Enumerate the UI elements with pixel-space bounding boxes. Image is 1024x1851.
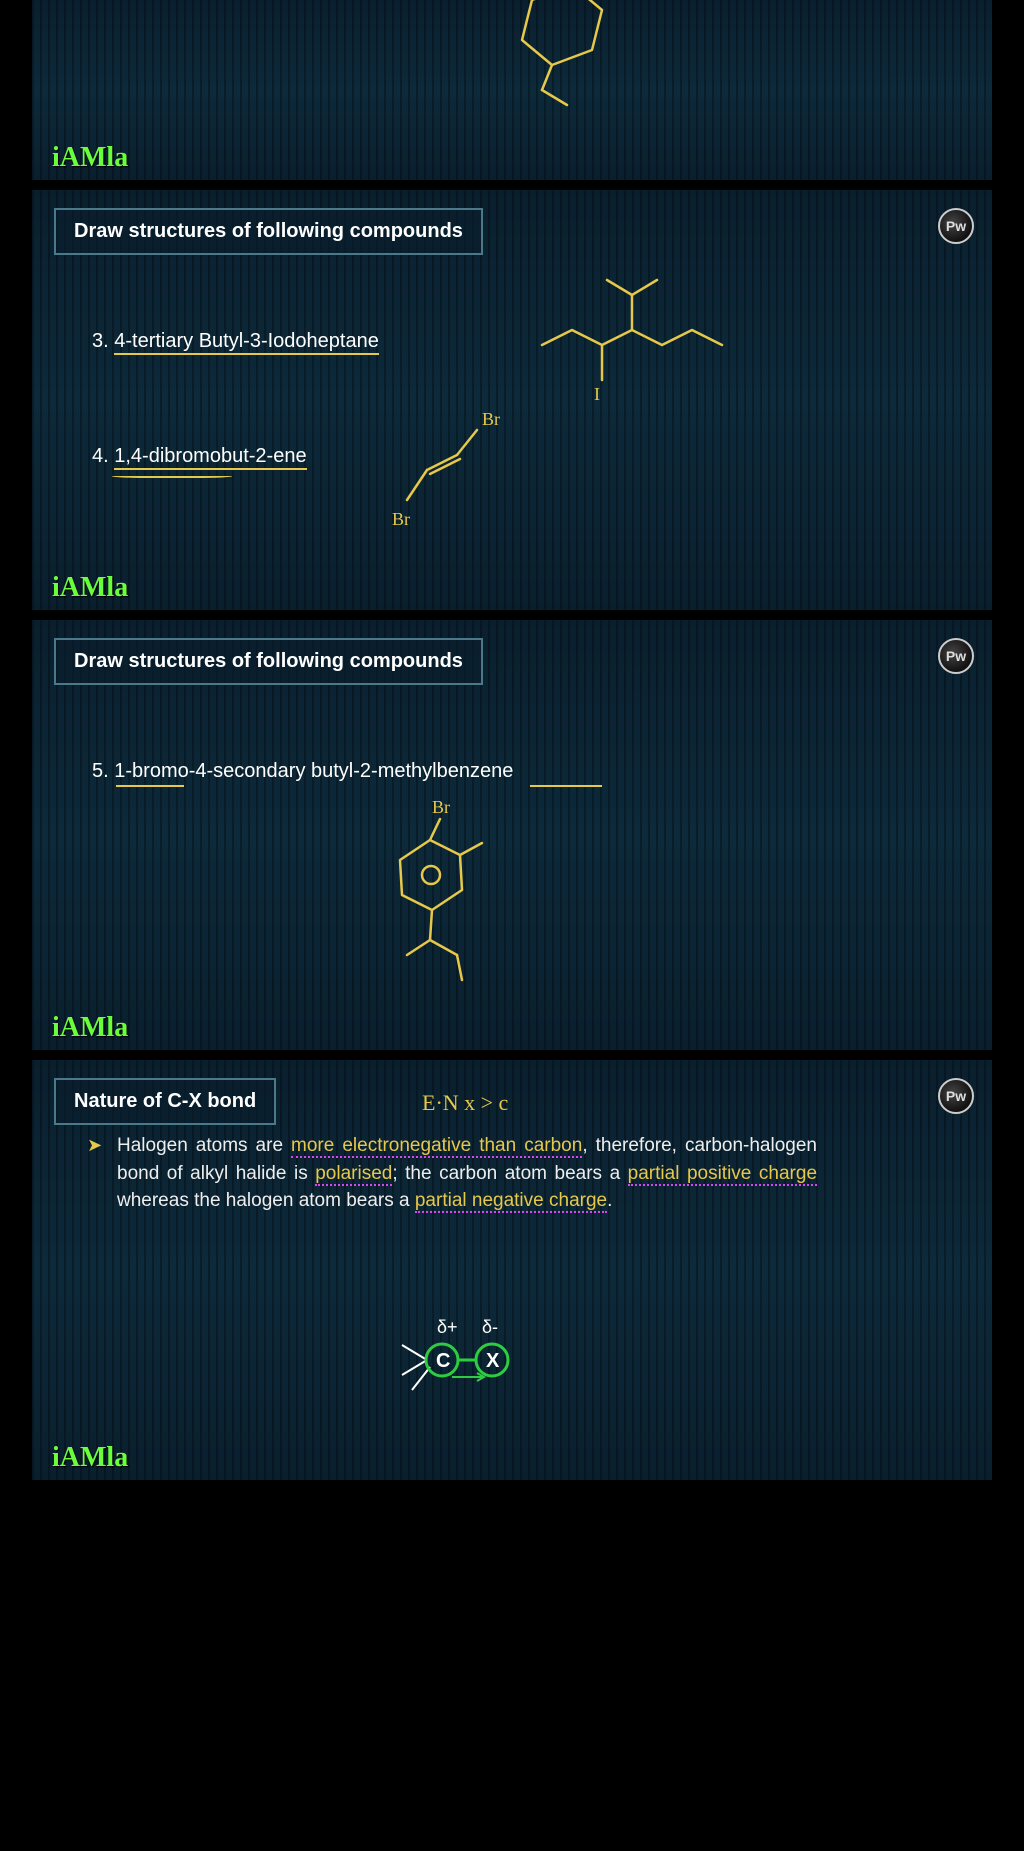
item-5-num: 5. (92, 760, 109, 782)
underline-benzene (530, 785, 602, 787)
cx-bond-diagram: δ+ δ- C X (382, 1315, 582, 1415)
graffiti-logo: iAMla (52, 1442, 128, 1474)
structure-4: Br Br (382, 405, 562, 555)
item-4: 4. 1,4-dibromobut-2-ene (92, 445, 307, 468)
atom-c-label: C (436, 1350, 450, 1372)
bullet-arrow-icon: ➤ (87, 1135, 102, 1156)
atom-br: Br (432, 797, 450, 817)
item-5-text: 1-bromo-4-secondary butyl-2-methylbenzen… (114, 760, 513, 782)
body-paragraph: Halogen atoms are more electronegative t… (117, 1132, 817, 1215)
electronegativity-note: E·N x > c (422, 1090, 508, 1116)
item-5: 5. 1-bromo-4-secondary butyl-2-methylben… (92, 760, 513, 783)
cyclohexane-structure (492, 0, 652, 140)
slide-partial-top: iAMla (32, 0, 992, 180)
pw-logo-icon: Pw (938, 1078, 974, 1114)
pw-logo-icon: Pw (938, 208, 974, 244)
slide-cx-bond: Nature of C-X bond Pw E·N x > c ➤ Haloge… (32, 1060, 992, 1480)
body-part-5: . (607, 1190, 612, 1211)
atom-iodine-label: I (594, 384, 600, 404)
item-4-num: 4. (92, 445, 109, 467)
body-highlight-4: partial negative charge (415, 1190, 607, 1213)
body-part-1: Halogen atoms are (117, 1135, 291, 1156)
pw-logo-icon: Pw (938, 638, 974, 674)
item-3: 3. 4-tertiary Butyl-3-Iodoheptane (92, 330, 379, 353)
atom-br-top: Br (482, 409, 500, 429)
slide-compound-5: Draw structures of following compounds P… (32, 620, 992, 1050)
body-part-4: whereas the halogen atom bears a (117, 1190, 415, 1211)
graffiti-logo: iAMla (52, 572, 128, 604)
body-highlight-2: polarised (315, 1163, 392, 1186)
slide-title: Draw structures of following compounds (54, 208, 483, 255)
graffiti-logo: iAMla (52, 142, 128, 174)
structure-5: Br (352, 795, 532, 1025)
brace-under-item4 (112, 472, 232, 478)
slide-compounds-3-4: Draw structures of following compounds P… (32, 190, 992, 610)
item-3-text: 4-tertiary Butyl-3-Iodoheptane (114, 330, 379, 355)
body-highlight-3: partial positive charge (628, 1163, 817, 1186)
delta-minus-label: δ- (482, 1317, 498, 1337)
item-3-num: 3. (92, 330, 109, 352)
slide-title: Draw structures of following compounds (54, 638, 483, 685)
slide-title: Nature of C-X bond (54, 1078, 276, 1125)
graffiti-logo: iAMla (52, 1012, 128, 1044)
atom-x-label: X (486, 1350, 500, 1372)
body-highlight-1: more electronegative than carbon (291, 1135, 582, 1158)
delta-plus-label: δ+ (437, 1317, 458, 1337)
item-4-text: 1,4-dibromobut-2-ene (114, 445, 306, 470)
structure-3: I (532, 275, 812, 415)
underline-bromo (116, 785, 184, 787)
body-part-3: ; the carbon atom bears a (392, 1163, 627, 1184)
atom-br-bottom: Br (392, 509, 410, 529)
